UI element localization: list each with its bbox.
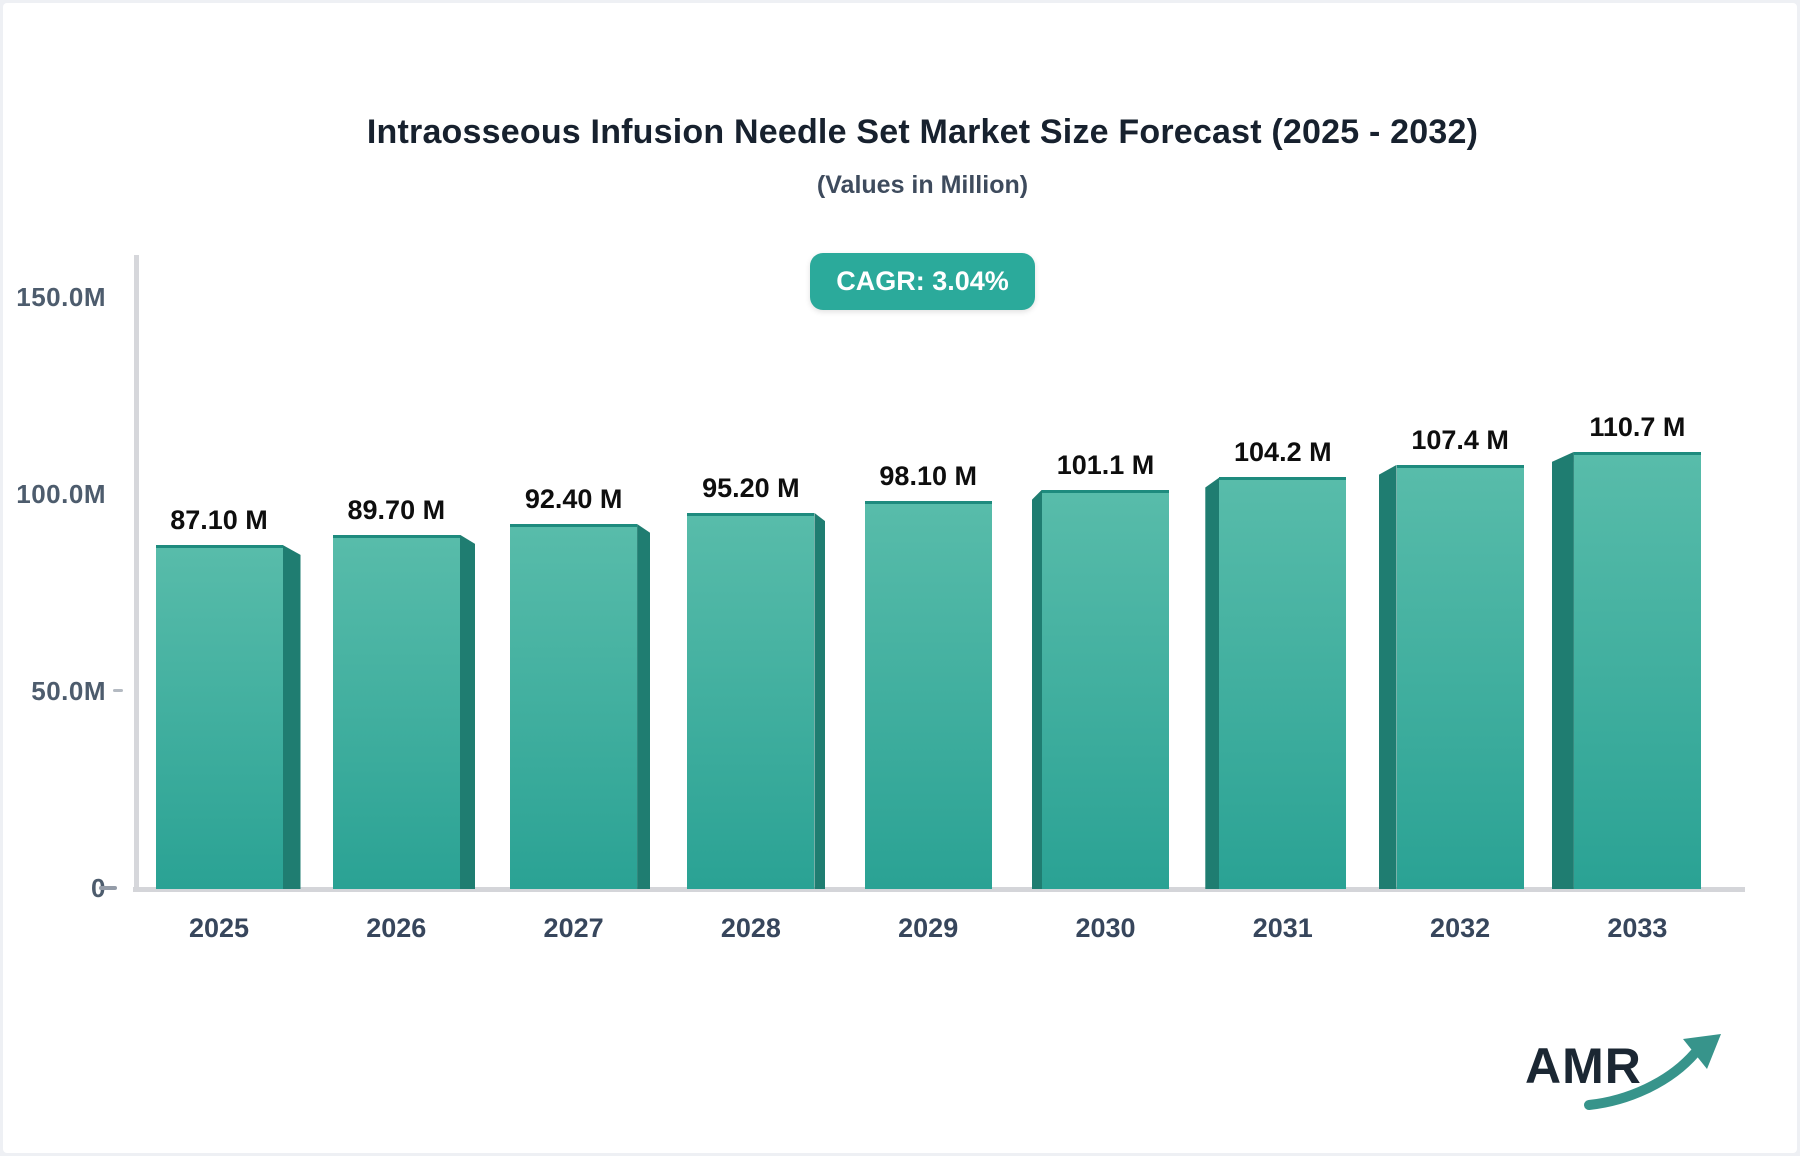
y-axis-tick-mark xyxy=(99,886,117,890)
bar-2025[interactable] xyxy=(155,544,283,889)
bar-side-face xyxy=(814,512,826,889)
x-axis-label-2028: 2028 xyxy=(720,913,781,943)
bar-value-label: 104.2 M xyxy=(1234,437,1332,468)
y-axis-line xyxy=(134,255,139,891)
bar-value-label: 87.10 M xyxy=(170,504,268,535)
bar-2029[interactable] xyxy=(864,501,992,889)
chart-title: Intraosseous Infusion Needle Set Market … xyxy=(366,113,1479,151)
bar-value-label: 95.20 M xyxy=(702,472,800,503)
y-axis-tick-mark xyxy=(113,689,123,692)
x-axis-label-2027: 2027 xyxy=(543,913,604,943)
bar-2031[interactable] xyxy=(1219,477,1347,889)
chart-card: Intraosseous Infusion Needle Set Market … xyxy=(3,3,1797,1153)
x-axis-label-2026: 2026 xyxy=(366,913,427,943)
x-axis-label-2029: 2029 xyxy=(898,913,959,943)
x-axis-label-2032: 2032 xyxy=(1430,913,1491,943)
bar-2032[interactable] xyxy=(1396,464,1524,889)
bar-value-label: 110.7 M xyxy=(1589,411,1686,442)
cagr-badge-wrap: CAGR: 3.04% xyxy=(3,253,1797,310)
y-axis-tick-label: 50.0M xyxy=(31,676,106,706)
amr-logo-text: AMR xyxy=(1525,1038,1642,1094)
x-axis-line xyxy=(133,887,1745,892)
amr-logo: AMR xyxy=(1525,1029,1725,1113)
bar-side-face xyxy=(282,544,301,889)
bar-value-label: 89.70 M xyxy=(347,494,446,525)
bar-side-face xyxy=(1378,464,1397,889)
bar-2028[interactable] xyxy=(687,512,815,889)
y-axis-tick-label: 150.0M xyxy=(16,282,106,312)
plot-area: 150.0M 100.0M 50.0M 0 87.10 M 89.70 M 92.40 M… xyxy=(3,3,1797,1153)
cagr-badge: CAGR: 3.04% xyxy=(810,253,1035,310)
x-axis-label-2025: 2025 xyxy=(188,913,250,943)
bar-2026[interactable] xyxy=(332,534,460,889)
x-axis-label-2030: 2030 xyxy=(1075,913,1136,943)
bar-side-face xyxy=(637,523,651,889)
bar-value-label: 92.40 M xyxy=(524,483,623,514)
trend-up-arrow-icon xyxy=(1584,1034,1721,1110)
y-axis-tick-label: 100.0M xyxy=(16,479,106,509)
bar-side-face xyxy=(459,534,476,889)
bar-value-label: 98.10 M xyxy=(879,461,977,492)
bar-side-face xyxy=(1032,489,1042,889)
bar-value-label: 107.4 M xyxy=(1411,424,1509,455)
x-axis-label-2033: 2033 xyxy=(1607,913,1668,943)
bar-2027[interactable] xyxy=(510,523,638,889)
y-axis-tick-label: 0 xyxy=(3,873,106,903)
bar-2030[interactable] xyxy=(1042,489,1169,889)
bar-side-face xyxy=(1205,477,1220,889)
bar-value-label: 101.1 M xyxy=(1056,449,1155,480)
x-axis-label-2031: 2031 xyxy=(1252,913,1313,943)
bar-side-face xyxy=(1551,451,1574,889)
chart-subtitle: (Values in Million) xyxy=(816,171,1029,199)
bar-2033[interactable] xyxy=(1573,451,1701,889)
